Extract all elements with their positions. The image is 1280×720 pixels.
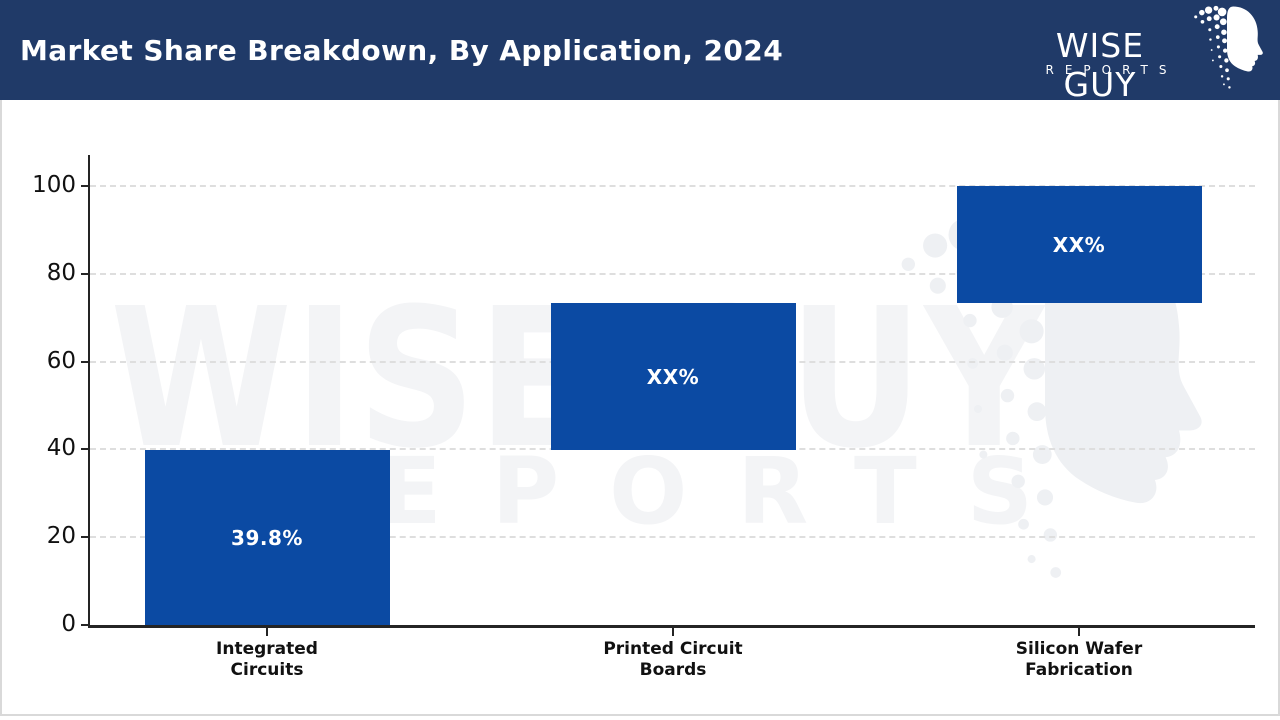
y-tick-label: 20 — [46, 523, 76, 550]
y-tick-mark — [81, 448, 90, 451]
category-label-line: Silicon Wafer — [1015, 639, 1143, 659]
bar-integrated-circuits: 39.8% — [144, 450, 390, 625]
y-tick-label: 0 — [61, 611, 76, 637]
logo-wordmark: WISE GUY — [1055, 26, 1145, 104]
y-tick-mark — [81, 185, 90, 187]
chart-area: WISE GUY REPORTS 0 20 40 60 80 100 39.8% Integr… — [0, 100, 1280, 716]
logo: WISE GUY REPORTS — [1015, 0, 1270, 104]
bar-value-label: XX% — [1052, 232, 1106, 257]
bar-value-label: 39.8% — [231, 525, 303, 550]
gridline — [90, 272, 1255, 275]
category-label-line: Fabrication — [1025, 660, 1133, 680]
x-tick-mark — [266, 628, 268, 636]
page-title: Market Share Breakdown, By Application, … — [20, 33, 784, 67]
y-tick-mark — [81, 536, 90, 539]
category-label: Silicon Wafer Fabrication — [919, 639, 1239, 681]
category-label-line: Integrated — [216, 639, 318, 659]
y-tick-mark — [81, 272, 90, 275]
x-tick-mark — [1078, 628, 1080, 636]
category-label-line: Boards — [639, 660, 707, 680]
x-tick-mark — [672, 628, 674, 636]
category-label: Integrated Circuits — [107, 639, 427, 681]
plot: 0 20 40 60 80 100 39.8% Integrated Circuits XX% Pr… — [2, 100, 1278, 714]
category-label: Printed Circuit Boards — [513, 639, 833, 681]
gridline — [90, 185, 1255, 187]
y-tick-mark — [81, 360, 90, 363]
y-tick-label: 60 — [46, 347, 76, 374]
category-label-line: Circuits — [230, 660, 304, 680]
y-tick-label: 100 — [32, 172, 76, 198]
y-tick-mark — [81, 624, 90, 626]
bar-silicon-wafer-fabrication: XX% — [956, 186, 1202, 303]
logo-subtext: REPORTS — [1045, 63, 1178, 77]
y-tick-label: 40 — [46, 435, 76, 462]
header: Market Share Breakdown, By Application, … — [0, 0, 1280, 104]
category-label-line: Printed Circuit — [603, 639, 743, 659]
y-axis — [88, 155, 90, 628]
bar-value-label: XX% — [646, 364, 700, 389]
bar-printed-circuit-boards: XX% — [550, 302, 796, 451]
gridline — [90, 536, 1255, 539]
wiseguy-face-icon — [1194, 5, 1263, 89]
y-tick-label: 80 — [46, 259, 76, 286]
x-axis — [88, 625, 1255, 628]
